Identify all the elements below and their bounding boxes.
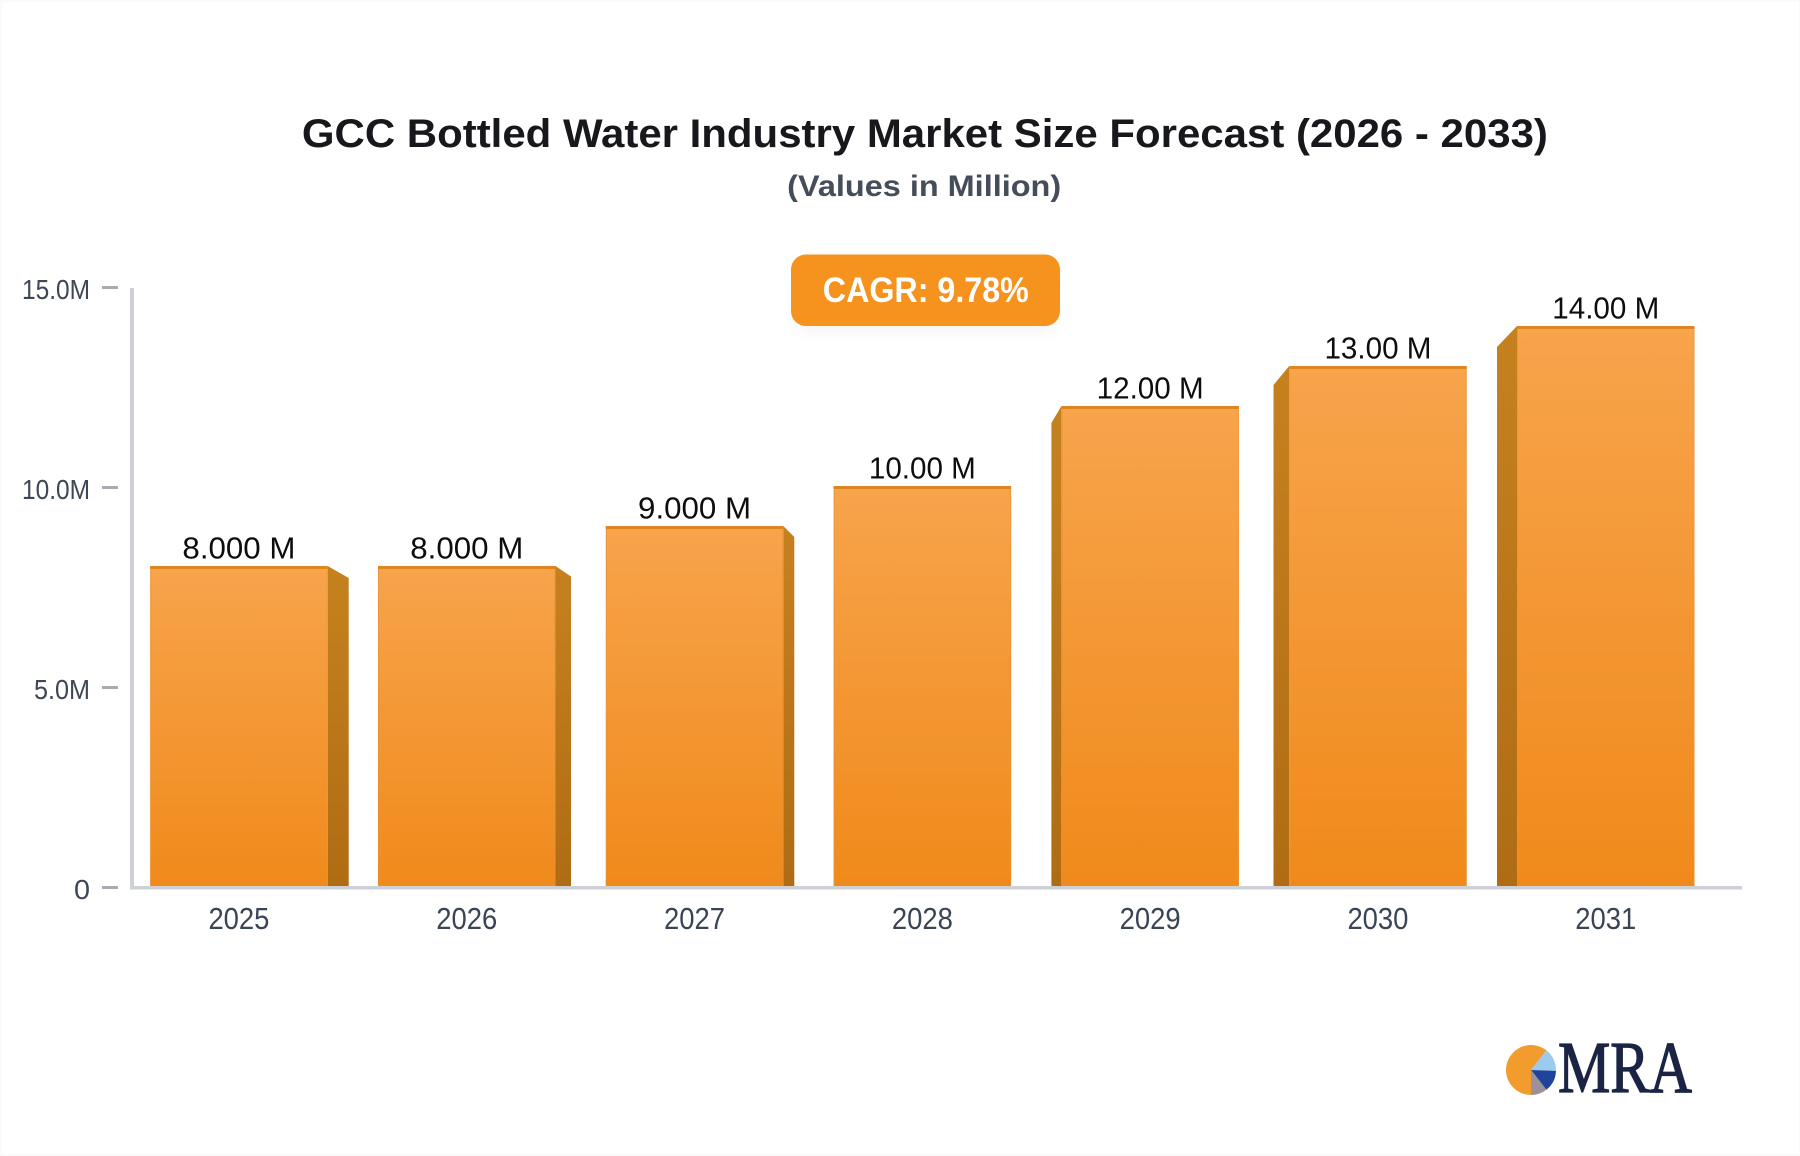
svg-text:15.0M: 15.0M (22, 274, 90, 305)
svg-text:8.000 M: 8.000 M (182, 531, 295, 566)
svg-text:2030: 2030 (1347, 902, 1408, 936)
svg-text:2028: 2028 (892, 902, 953, 936)
svg-text:9.000 M: 9.000 M (638, 491, 751, 526)
svg-text:2031: 2031 (1575, 902, 1636, 936)
svg-text:14.00 M: 14.00 M (1552, 291, 1659, 326)
svg-text:5.0M: 5.0M (34, 674, 90, 705)
svg-text:2029: 2029 (1120, 902, 1181, 936)
svg-text:12.00 M: 12.00 M (1097, 371, 1204, 406)
svg-text:2026: 2026 (436, 902, 497, 936)
svg-text:0: 0 (74, 874, 90, 905)
svg-text:GCC Bottled Water Industry Mar: GCC Bottled Water Industry Market Size F… (302, 112, 1548, 156)
svg-text:8.000 M: 8.000 M (410, 531, 523, 566)
svg-text:(Values in Million): (Values in Million) (787, 170, 1061, 203)
svg-text:2027: 2027 (664, 902, 725, 936)
svg-text:13.00 M: 13.00 M (1324, 331, 1431, 366)
svg-text:CAGR: 9.78%: CAGR: 9.78% (823, 271, 1029, 310)
svg-text:MRA: MRA (1558, 1027, 1692, 1108)
svg-text:10.00 M: 10.00 M (869, 451, 976, 486)
svg-text:2025: 2025 (208, 902, 269, 936)
svg-text:10.0M: 10.0M (22, 474, 90, 505)
